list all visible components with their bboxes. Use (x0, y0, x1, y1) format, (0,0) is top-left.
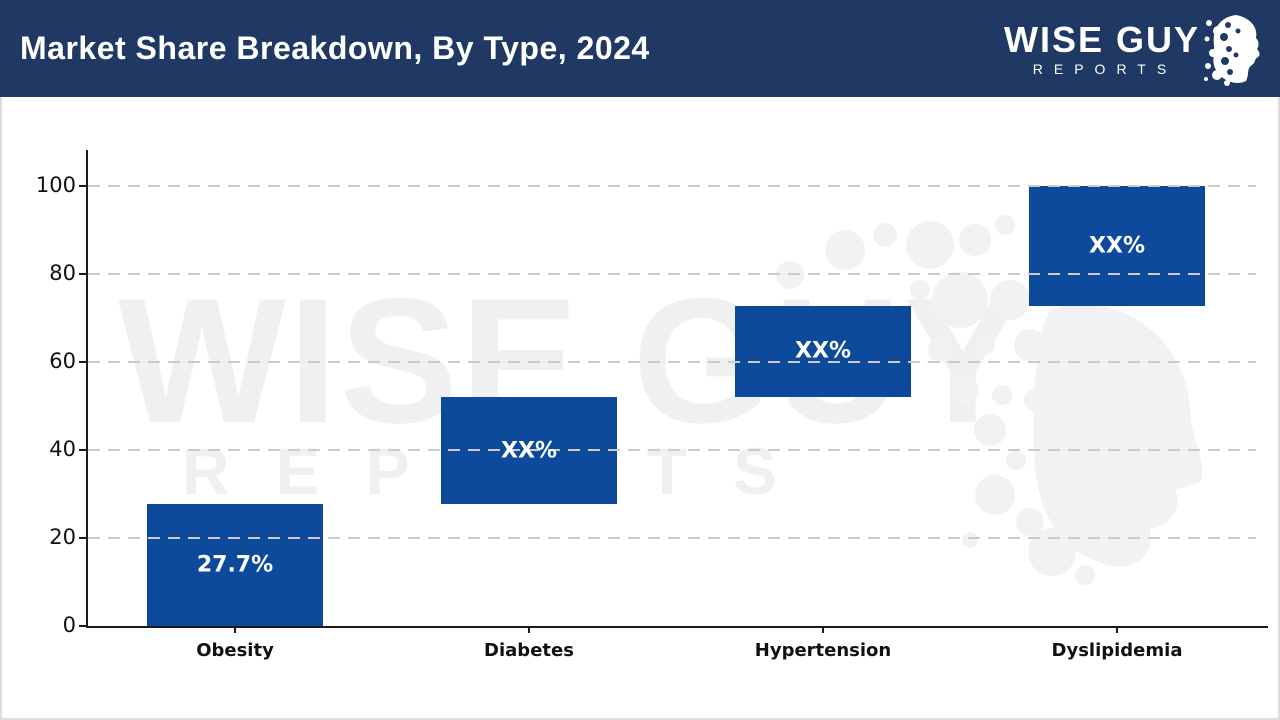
category-label-diabetes: Diabetes (484, 640, 574, 661)
logo-subtext: REPORTS (1032, 60, 1178, 77)
bar-value-label: XX% (501, 438, 557, 464)
y-tick-label: 20 (49, 525, 76, 549)
bar-value-label: XX% (1089, 233, 1145, 259)
y-tick-mark (79, 537, 86, 539)
bar-value-label: 27.7% (196, 552, 274, 578)
y-tick-label: 100 (35, 173, 76, 197)
y-axis-spine (86, 150, 88, 628)
logo-wordmark: WISE GUY (1003, 18, 1200, 60)
header-bar: Market Share Breakdown, By Type, 2024 WI… (0, 0, 1280, 97)
chart-title: Market Share Breakdown, By Type, 2024 (20, 30, 650, 66)
gridline-y60 (88, 361, 1256, 363)
bar-obesity (147, 504, 323, 626)
gridline-y80 (88, 273, 1256, 275)
category-label-dyslipidemia: Dyslipidemia (1051, 640, 1183, 661)
bar-hypertension (735, 305, 911, 398)
plot-area: WISE GUY REPORTS 27.7%XX%XX%XX%020406080… (0, 97, 1280, 720)
category-label-obesity: Obesity (196, 640, 274, 661)
logo-text: WISE GUY REPORTS (1003, 18, 1200, 77)
y-tick-label: 60 (49, 349, 76, 373)
y-tick-label: 80 (49, 261, 76, 285)
x-axis-spine (86, 626, 1268, 628)
x-tick-mark (1116, 626, 1118, 633)
y-tick-label: 40 (49, 437, 76, 461)
y-tick-label: 0 (62, 613, 76, 637)
x-tick-mark (234, 626, 236, 633)
logo-face-icon (1204, 14, 1260, 86)
bar-value-label: XX% (795, 338, 851, 364)
y-tick-mark (79, 273, 86, 275)
y-tick-mark (79, 625, 86, 627)
watermark-dot-face (776, 215, 1203, 585)
x-tick-mark (528, 626, 530, 633)
gridline-y20 (88, 537, 1256, 539)
bar-dyslipidemia (1029, 186, 1205, 306)
y-tick-mark (79, 185, 86, 187)
y-tick-mark (79, 449, 86, 451)
x-tick-mark (822, 626, 824, 633)
gridline-y40 (88, 449, 1256, 451)
wise-guy-logo: WISE GUY REPORTS (1004, 0, 1266, 97)
gridline-y100 (88, 185, 1256, 187)
y-tick-mark (79, 361, 86, 363)
category-label-hypertension: Hypertension (754, 640, 892, 661)
